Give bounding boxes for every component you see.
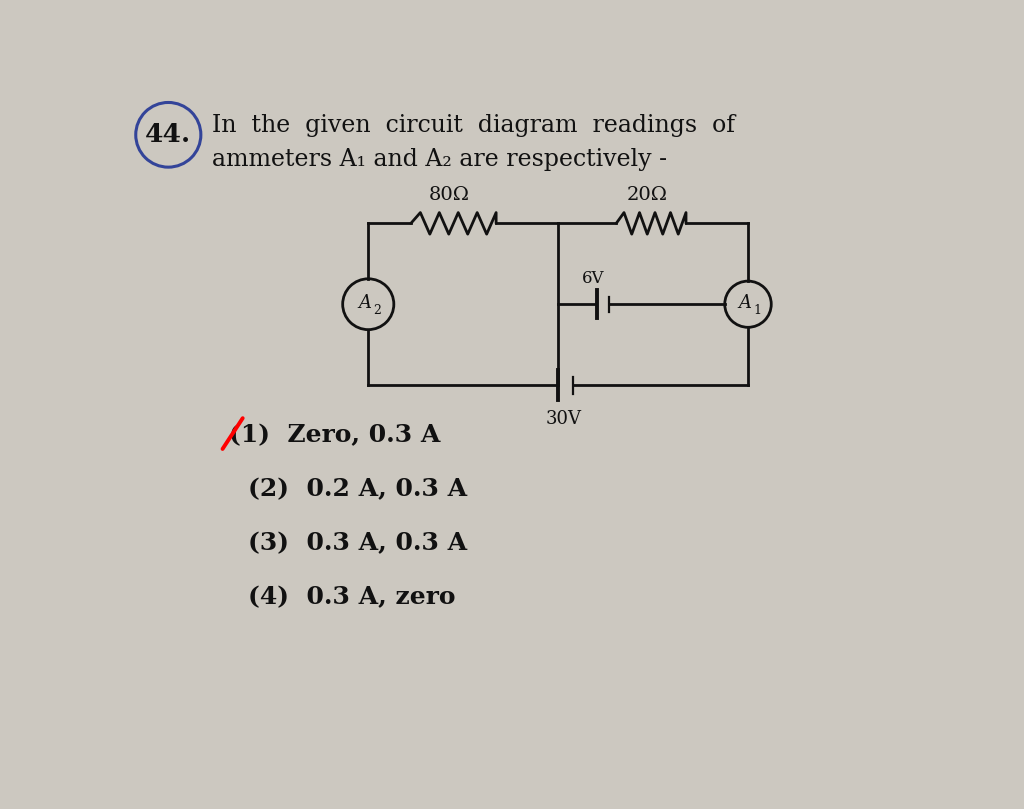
Text: (4)  0.3 A, zero: (4) 0.3 A, zero — [248, 585, 456, 609]
Text: 20Ω: 20Ω — [627, 186, 668, 204]
Text: 44.: 44. — [145, 122, 191, 147]
Text: 6V: 6V — [582, 270, 604, 287]
Text: A: A — [358, 294, 372, 311]
Text: A: A — [738, 294, 752, 311]
Text: 1: 1 — [754, 304, 761, 317]
Text: (1)  Zero, 0.3 A: (1) Zero, 0.3 A — [228, 423, 440, 447]
Text: ammeters A₁ and A₂ are respectively -: ammeters A₁ and A₂ are respectively - — [212, 148, 667, 171]
Text: 80Ω: 80Ω — [429, 186, 470, 204]
Text: (2)  0.2 A, 0.3 A: (2) 0.2 A, 0.3 A — [248, 477, 467, 501]
Text: 30V: 30V — [546, 410, 582, 429]
Text: 2: 2 — [374, 304, 382, 317]
Text: (3)  0.3 A, 0.3 A: (3) 0.3 A, 0.3 A — [248, 531, 467, 555]
Text: In  the  given  circuit  diagram  readings  of: In the given circuit diagram readings of — [212, 114, 734, 137]
